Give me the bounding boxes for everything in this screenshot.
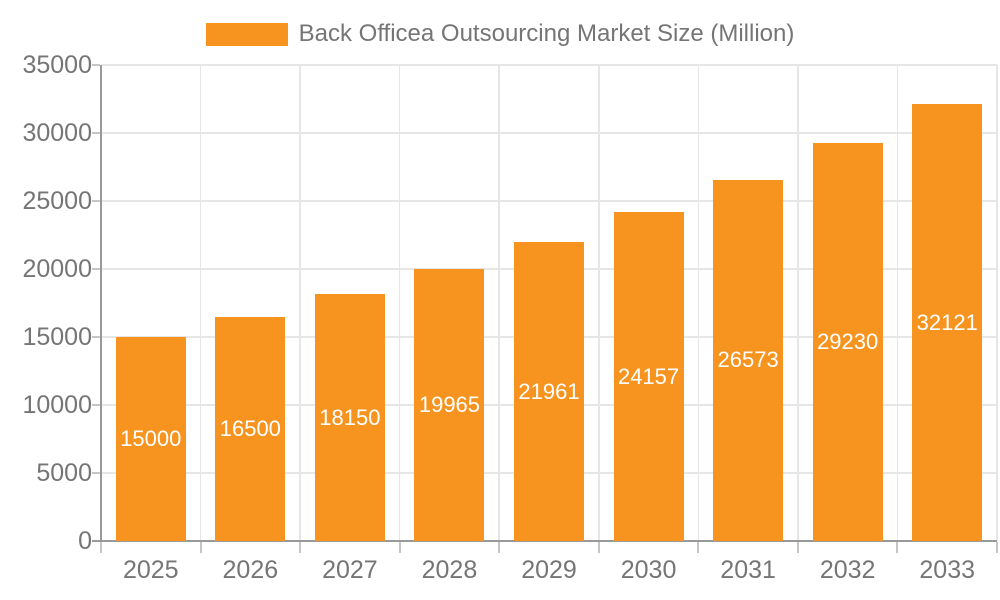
bar-value-label: 24157	[617, 363, 680, 389]
x-axis-tick	[299, 542, 302, 553]
plot-area: 0 5000 10000 15000 20000 25000 30000 35000 15000…	[22, 51, 998, 584]
y-axis-line	[100, 65, 102, 541]
y-axis-tick	[92, 64, 100, 66]
y-axis-tick	[92, 472, 100, 474]
bar-value-label: 29230	[817, 329, 879, 355]
x-axis-tick	[199, 542, 202, 553]
bar-2028: 19965	[414, 269, 485, 541]
bar-value-label: 21961	[518, 378, 580, 404]
gridline-horizontal	[101, 132, 997, 134]
y-tick-label: 30000	[22, 119, 92, 147]
x-axis-tick	[896, 542, 899, 553]
x-tick-label: 2027	[322, 556, 378, 584]
x-axis-tick	[796, 542, 799, 553]
gridline-horizontal	[101, 64, 997, 66]
x-tick-label: 2030	[620, 556, 677, 584]
gridline-vertical	[697, 65, 700, 541]
y-axis-tick	[92, 200, 100, 202]
bar-value-label: 18150	[319, 404, 381, 430]
gridline-vertical	[896, 65, 899, 541]
y-tick-label: 25000	[22, 187, 92, 215]
x-tick-label: 2028	[421, 556, 478, 584]
x-axis-line	[92, 540, 997, 542]
y-tick-label: 0	[78, 527, 92, 555]
gridline-vertical	[797, 65, 799, 541]
bar-value-label: 32121	[916, 309, 978, 335]
bar-value-label: 19965	[418, 392, 481, 418]
bar-value-label: 26573	[717, 347, 779, 373]
x-tick-label: 2026	[222, 556, 279, 584]
legend-label: Back Officea Outsourcing Market Size (Mi…	[298, 20, 795, 47]
y-tick-label: 20000	[22, 255, 92, 283]
x-axis-tick	[398, 542, 401, 553]
bar-2029: 21961	[514, 242, 584, 541]
x-axis-tick	[498, 542, 501, 553]
legend-swatch-icon	[205, 22, 288, 46]
bar-2030: 24157	[613, 212, 684, 541]
gridline-vertical	[996, 65, 998, 541]
x-tick-label: 2033	[919, 556, 976, 584]
y-tick-label: 15000	[22, 323, 92, 351]
bar-2033: 32121	[912, 104, 983, 541]
gridline-vertical	[299, 65, 301, 541]
gridline-horizontal	[101, 200, 997, 202]
y-axis-tick	[92, 132, 100, 134]
gridline-vertical	[598, 65, 600, 541]
y-tick-label: 5000	[36, 459, 92, 487]
y-axis-tick	[92, 336, 100, 338]
legend: Back Officea Outsourcing Market Size (Mi…	[0, 20, 1000, 48]
gridline-vertical	[398, 65, 401, 541]
x-tick-label: 2032	[819, 556, 876, 584]
x-tick-label: 2031	[720, 556, 776, 584]
y-axis-tick	[92, 268, 100, 270]
bar-2027: 18150	[314, 294, 385, 541]
x-tick-label: 2025	[122, 556, 179, 584]
y-tick-label: 10000	[22, 391, 92, 419]
x-axis-tick	[597, 542, 600, 553]
x-axis-tick	[996, 542, 998, 553]
bar-value-label: 16500	[219, 415, 281, 441]
x-axis-tick	[100, 542, 102, 553]
x-axis-tick	[697, 542, 700, 553]
bar-2026: 16500	[215, 316, 286, 541]
bar-2031: 26573	[713, 179, 784, 541]
y-tick-label: 35000	[22, 51, 92, 79]
bar-2025: 15000	[115, 337, 186, 541]
gridline-vertical	[199, 65, 202, 541]
gridline-vertical	[498, 65, 500, 541]
bar-value-label: 15000	[120, 426, 182, 451]
y-axis-tick	[92, 404, 100, 406]
x-tick-label: 2029	[521, 556, 577, 584]
bar-2032: 29230	[812, 143, 883, 541]
